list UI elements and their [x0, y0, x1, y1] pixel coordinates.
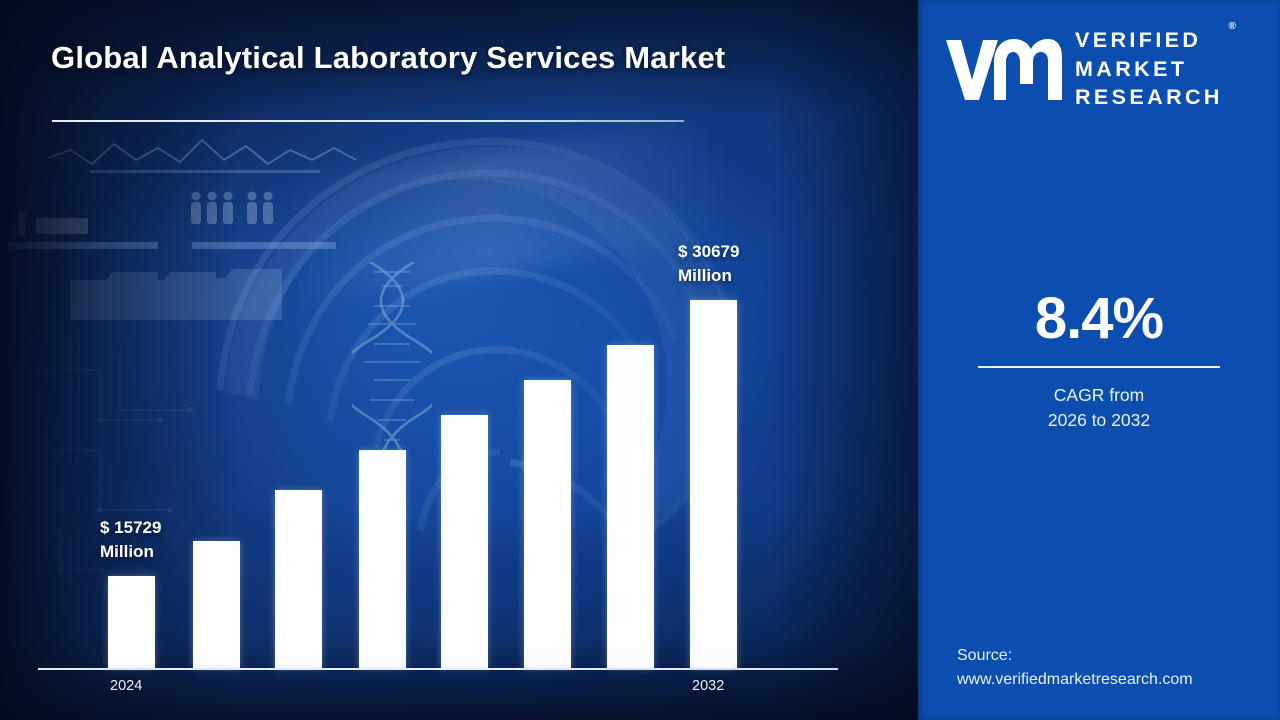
bar-4[interactable]: [441, 415, 488, 668]
data-label-last-amount: $ 30679: [678, 242, 740, 261]
data-label-first-amount: $ 15729: [100, 518, 162, 537]
data-label-first-unit: Million: [100, 542, 154, 562]
brand-line-3: RESEARCH: [1075, 85, 1223, 110]
cagr-block: 8.4% CAGR from 2026 to 2032: [918, 290, 1280, 434]
x-tick-label-start: 2024: [110, 678, 143, 694]
cagr-value: 8.4%: [1034, 286, 1164, 351]
bar-5[interactable]: [524, 380, 571, 668]
source-url[interactable]: www.verifiedmarketresearch.com: [957, 671, 1193, 688]
brand-logo[interactable]: VERIFIED MARKET RESEARCH ®: [944, 21, 1262, 111]
cagr-caption: CAGR from 2026 to 2032: [918, 383, 1280, 434]
brand-line-2: MARKET: [1075, 56, 1188, 81]
bar-3[interactable]: [359, 450, 406, 668]
x-tick-label-end: 2032: [692, 678, 725, 694]
page-title: Global Analytical Laboratory Services Ma…: [51, 40, 726, 75]
bar-0[interactable]: [108, 576, 155, 668]
registered-trademark-icon: ®: [1228, 21, 1236, 33]
vmr-logo-icon: [946, 39, 1062, 100]
data-label-first: $ 15729 Million: [100, 516, 161, 564]
brand-line-1: VERIFIED: [1075, 28, 1202, 53]
brand-wordmark: VERIFIED MARKET RESEARCH ®: [1075, 21, 1236, 111]
chart-panel: Global Analytical Laboratory Services Ma…: [0, 0, 918, 720]
bar-2[interactable]: [275, 490, 322, 668]
title-divider: [52, 120, 684, 122]
bar-7[interactable]: [690, 300, 737, 668]
brand-panel: VERIFIED MARKET RESEARCH ® 8.4% CAGR fro…: [918, 0, 1280, 720]
source-block: Source: www.verifiedmarketresearch.com: [957, 644, 1267, 692]
data-label-last: $ 30679 Million: [678, 240, 739, 288]
x-axis-line: [38, 668, 838, 670]
cagr-caption-line-2: 2026 to 2032: [1047, 410, 1151, 431]
cagr-divider: [978, 366, 1220, 368]
bar-6[interactable]: [607, 345, 654, 668]
bar-chart: $ 15729 Million $ 30679 Million 2024 203…: [38, 240, 838, 694]
cagr-caption-line-1: CAGR from: [1053, 385, 1145, 405]
source-label: Source:: [957, 647, 1013, 664]
bar-1[interactable]: [193, 541, 240, 668]
data-label-last-unit: Million: [678, 266, 732, 286]
